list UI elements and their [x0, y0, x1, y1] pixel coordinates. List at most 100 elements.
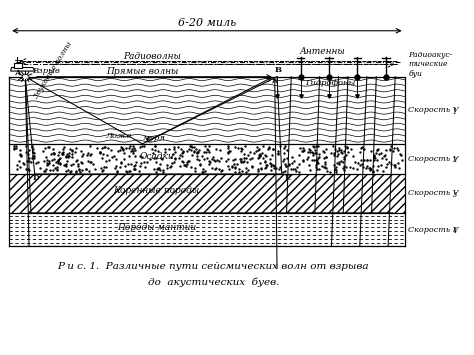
Point	[153, 155, 160, 160]
Point	[259, 155, 266, 161]
Point	[124, 161, 131, 167]
Point	[299, 158, 307, 163]
Point	[121, 163, 129, 169]
Point	[299, 157, 307, 163]
Point	[101, 144, 109, 150]
Text: D: D	[33, 174, 39, 182]
Point	[262, 159, 269, 164]
Point	[25, 155, 33, 161]
Point	[368, 166, 375, 172]
Point	[391, 164, 398, 170]
Point	[374, 147, 382, 152]
Point	[156, 161, 164, 166]
Point	[28, 144, 36, 150]
Point	[79, 167, 86, 173]
Point	[51, 165, 59, 171]
Point	[246, 156, 254, 162]
Point	[185, 158, 193, 163]
Point	[259, 144, 267, 149]
Point	[374, 148, 381, 153]
Point	[242, 169, 249, 175]
Point	[231, 169, 239, 175]
Point	[12, 143, 19, 149]
Point	[360, 146, 368, 152]
Point	[120, 156, 128, 162]
Point	[358, 144, 366, 150]
Point	[374, 167, 381, 173]
Point	[215, 159, 223, 164]
Point	[177, 152, 184, 158]
Text: Радиоакус-
тические
буи: Радиоакус- тические буи	[409, 50, 453, 78]
Point	[131, 163, 139, 168]
Point	[254, 155, 262, 161]
Point	[308, 149, 316, 155]
Point	[34, 159, 41, 165]
Point	[86, 143, 93, 149]
Point	[340, 148, 347, 154]
Point	[374, 164, 382, 169]
Point	[157, 155, 165, 161]
Point	[138, 155, 146, 160]
Point	[189, 152, 196, 158]
Point	[341, 143, 349, 149]
Point	[370, 152, 377, 158]
Point	[292, 166, 299, 172]
Point	[74, 161, 82, 167]
Text: Р и с. 1.  Различные пути сейсмических волн от взрыва: Р и с. 1. Различные пути сейсмических во…	[57, 262, 369, 271]
Point	[389, 149, 397, 154]
Point	[205, 147, 212, 153]
Point	[360, 157, 368, 162]
Point	[322, 165, 329, 171]
Point	[136, 144, 143, 150]
Point	[63, 169, 70, 174]
Point	[164, 165, 171, 170]
Point	[266, 156, 274, 162]
Point	[71, 149, 78, 155]
Point	[99, 146, 106, 151]
Point	[258, 150, 266, 156]
Point	[310, 157, 318, 162]
Point	[262, 153, 269, 159]
Point	[13, 145, 20, 151]
Point	[68, 155, 76, 160]
Point	[167, 163, 175, 169]
Point	[45, 161, 52, 166]
Point	[150, 155, 158, 160]
Point	[86, 159, 93, 164]
Point	[46, 158, 53, 163]
Point	[102, 165, 109, 170]
Point	[263, 162, 270, 167]
Text: Радиоволны: Радиоволны	[123, 52, 181, 61]
Text: 3: 3	[453, 191, 457, 199]
Point	[298, 148, 306, 154]
Point	[244, 159, 251, 165]
Point	[200, 156, 208, 162]
Point	[195, 157, 203, 163]
Point	[228, 164, 236, 170]
Point	[215, 166, 223, 172]
Point	[228, 163, 236, 169]
Point	[191, 149, 198, 155]
Point	[353, 166, 361, 171]
Point	[335, 145, 343, 151]
Point	[13, 166, 21, 172]
Point	[312, 164, 320, 170]
Point	[171, 159, 178, 165]
Point	[321, 164, 328, 170]
Point	[73, 157, 81, 163]
Point	[304, 154, 312, 160]
Point	[118, 160, 125, 166]
Point	[187, 143, 194, 149]
Point	[321, 159, 328, 164]
Point	[265, 145, 273, 151]
Point	[151, 143, 158, 149]
Point	[340, 160, 347, 165]
Point	[122, 168, 129, 174]
Polygon shape	[10, 67, 35, 71]
Point	[140, 143, 148, 149]
Point	[50, 151, 58, 157]
Point	[126, 145, 133, 151]
Point	[140, 159, 147, 165]
Point	[118, 159, 125, 165]
Point	[337, 150, 345, 155]
